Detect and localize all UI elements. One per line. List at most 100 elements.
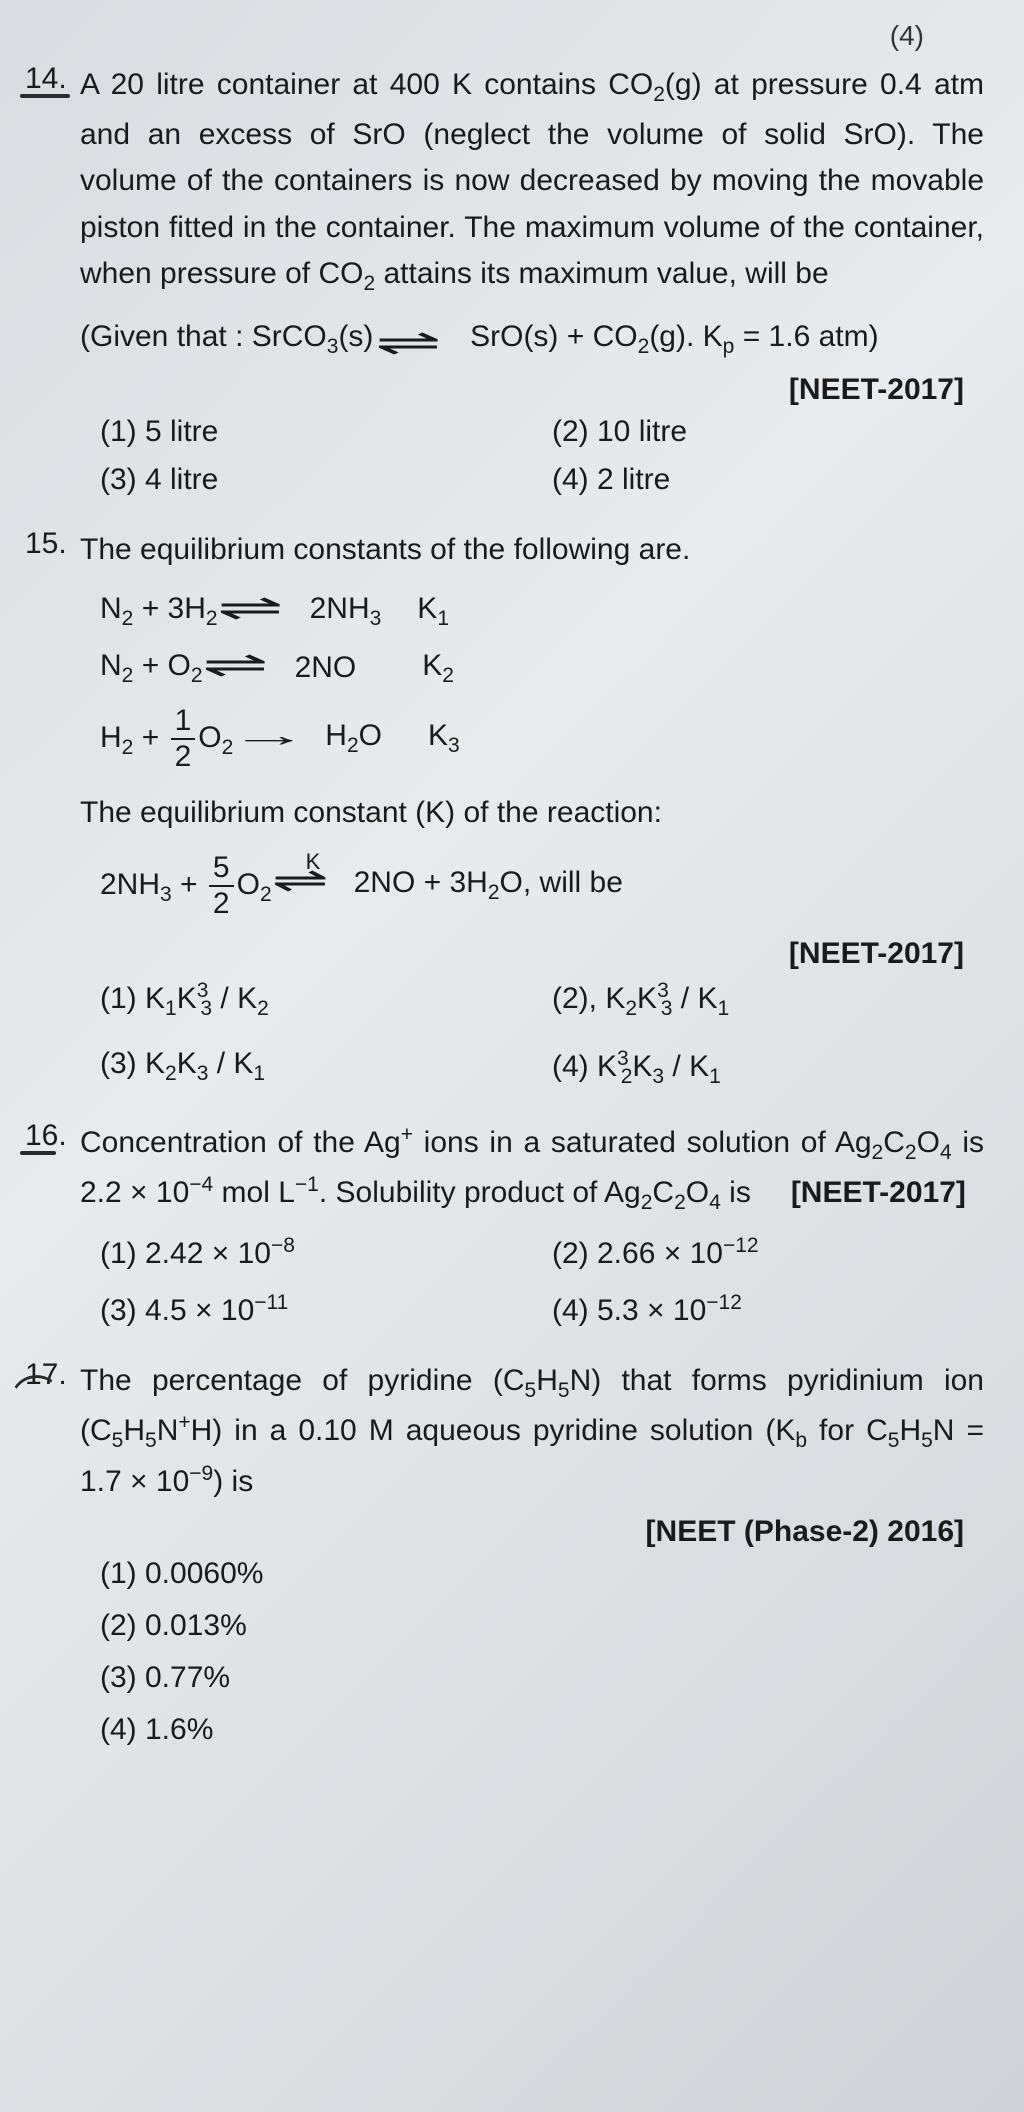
t: Concentration of the Ag	[80, 1126, 401, 1159]
q15-sub1: The equilibrium constant (K) of the reac…	[80, 790, 984, 835]
t: H	[325, 719, 347, 752]
t: attains its maximum value, will be	[375, 257, 829, 290]
t: / K	[672, 982, 717, 1015]
t: K	[422, 649, 442, 682]
t: (3) K	[100, 1047, 165, 1080]
q16-opt1: (1) 2.42 × 10−8	[100, 1234, 532, 1271]
t: is	[721, 1176, 751, 1209]
qmark-14	[20, 94, 70, 98]
qnum-14: 14.	[25, 62, 67, 96]
q15-opt4: (4) K32K3 / K1	[552, 1047, 984, 1089]
t: The percentage of pyridine (C	[80, 1364, 525, 1397]
q15-eq1: N2 + 3H2 2NH3 K1	[100, 592, 984, 631]
t: 2NH	[100, 868, 160, 901]
q17-tag: [NEET (Phase-2) 2016]	[80, 1515, 964, 1549]
q16-opt2: (2) 2.66 × 10−12	[552, 1234, 984, 1271]
t: SrO(s) + CO	[470, 320, 638, 353]
q17-opt2: (2) 0.013%	[100, 1609, 984, 1643]
t: H	[536, 1364, 558, 1397]
t: / K	[208, 1047, 253, 1080]
t: A 20 litre container at 400 K contains C…	[80, 68, 653, 101]
q14-options: (1) 5 litre (2) 10 litre (3) 4 litre (4)…	[80, 415, 984, 497]
t: O	[359, 719, 382, 752]
qnum-15: 15.	[25, 527, 67, 561]
t: K	[417, 592, 437, 625]
q15-tag: [NEET-2017]	[80, 937, 964, 971]
q16-opt4: (4) 5.3 × 10−12	[552, 1291, 984, 1328]
t: C	[652, 1176, 674, 1209]
t: = 1.6 atm)	[734, 320, 878, 353]
q15-opt1: (1) K1K33 / K2	[100, 979, 532, 1021]
t: for C	[807, 1414, 888, 1447]
question-14: 14. A 20 litre container at 400 K contai…	[80, 62, 984, 497]
question-17: 17. ⌒ The percentage of pyridine (C5H5N)…	[80, 1358, 984, 1748]
qtext-14: A 20 litre container at 400 K contains C…	[80, 62, 984, 301]
t: H	[123, 1414, 145, 1447]
t: (2) 2.66 × 10	[552, 1237, 723, 1270]
t: (1) 2.42 × 10	[100, 1237, 271, 1270]
t: K	[177, 982, 197, 1015]
t: (2), K	[552, 982, 625, 1015]
t: ) is	[213, 1465, 253, 1498]
t: (s)	[338, 320, 373, 353]
t: . Solubility product of Ag	[319, 1176, 641, 1209]
t: −11	[254, 1291, 288, 1314]
q14-tag: [NEET-2017]	[80, 373, 964, 407]
q14-given: (Given that : SrCO3(s) SrO(s) + CO2(g). …	[80, 313, 984, 364]
equilibrium-arrow-icon	[209, 658, 289, 678]
t: (3) 4.5 × 10	[100, 1294, 254, 1327]
t: 2NH	[310, 592, 370, 625]
question-15: 15. The equilibrium constants of the fol…	[80, 527, 984, 1089]
t: −12	[706, 1291, 742, 1314]
t: ions in a saturated solution of Ag	[413, 1126, 872, 1159]
t: + 3H	[133, 592, 206, 625]
q15-opt3: (3) K2K3 / K1	[100, 1047, 532, 1089]
t: O	[237, 868, 260, 901]
qtext-15: The equilibrium constants of the followi…	[80, 527, 984, 574]
q16-options: (1) 2.42 × 10−8 (2) 2.66 × 10−12 (3) 4.5…	[80, 1234, 984, 1328]
t: H	[899, 1414, 921, 1447]
t: −8	[271, 1234, 295, 1257]
q14-opt3: (3) 4 litre	[100, 463, 532, 497]
t: N	[100, 592, 122, 625]
t: H) in a 0.10 M aqueous pyridine solution…	[191, 1414, 796, 1447]
q15-opt2: (2), K2K33 / K1	[552, 979, 984, 1021]
t: K	[428, 719, 448, 752]
t: 2NO	[295, 651, 357, 685]
t: O	[917, 1126, 940, 1159]
t: −12	[723, 1234, 759, 1257]
equilibrium-arrow-icon	[382, 328, 462, 348]
q14-opt1: (1) 5 litre	[100, 415, 532, 449]
t: 2NO + 3H	[354, 866, 488, 899]
t: K	[177, 1047, 197, 1080]
qtext-16: Concentration of the Ag+ ions in a satur…	[80, 1119, 984, 1220]
qmark-16	[20, 1151, 56, 1155]
t: (4) 5.3 × 10	[552, 1294, 706, 1327]
t: O	[198, 721, 221, 754]
q14-opt2: (2) 10 litre	[552, 415, 984, 449]
qnum-16: 16.	[25, 1119, 67, 1153]
t: C	[883, 1126, 905, 1159]
t: (4) K	[552, 1050, 617, 1083]
t: N	[157, 1414, 179, 1447]
q15-final: 2NH3 + 52O2 2NO + 3H2O, will be	[100, 853, 984, 919]
qtext-17: The percentage of pyridine (C5H5N) that …	[80, 1358, 984, 1506]
partial-header: (4)	[80, 20, 984, 52]
t: N	[100, 649, 122, 682]
equilibrium-arrow-icon	[224, 601, 304, 621]
t: (g). K	[649, 320, 722, 353]
q17-options: (1) 0.0060% (2) 0.013% (3) 0.77% (4) 1.6…	[80, 1557, 984, 1747]
q15-eq2: N2 + O2 2NO K2	[100, 649, 984, 688]
t: K	[637, 982, 657, 1015]
question-16: 16. Concentration of the Ag+ ions in a s…	[80, 1119, 984, 1328]
t: O, will be	[500, 866, 623, 899]
t: / K	[664, 1050, 709, 1083]
t: O	[686, 1176, 709, 1209]
equilibrium-k-arrow-icon	[278, 871, 348, 901]
q14-opt4: (4) 2 litre	[552, 463, 984, 497]
q17-opt4: (4) 1.6%	[100, 1713, 984, 1747]
t: K	[632, 1050, 652, 1083]
q16-tag: [NEET-2017]	[791, 1176, 966, 1209]
t: H	[100, 721, 122, 754]
q15-options: (1) K1K33 / K2 (2), K2K33 / K1 (3) K2K3 …	[80, 979, 984, 1089]
